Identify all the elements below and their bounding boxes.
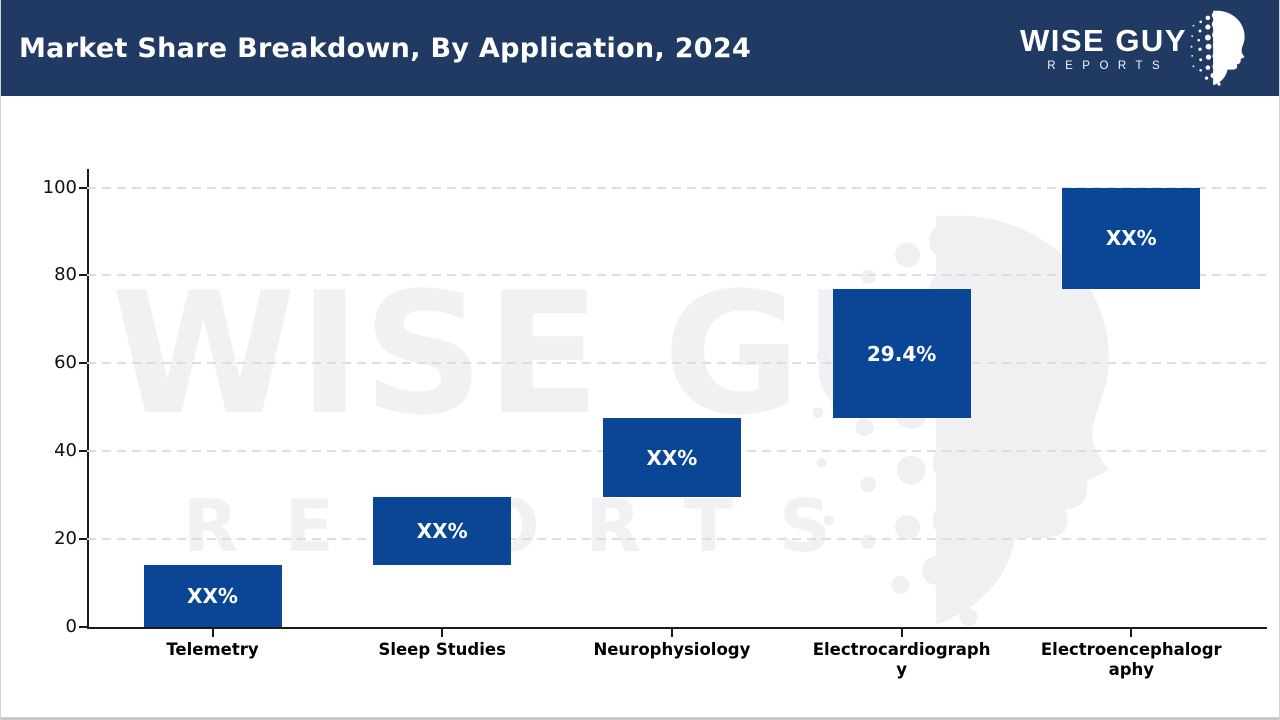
x-category-label-electroencephalography: Electroencephalogr aphy (1016, 640, 1246, 680)
brand-subtitle: REPORTS (1047, 59, 1170, 72)
brand-text: WISE GUY REPORTS (1019, 22, 1187, 72)
x-label-line: Telemetry (166, 640, 259, 659)
x-label-line: Electrocardiograph (812, 640, 991, 659)
bar-value-label-electrocardiography: 29.4% (866, 341, 937, 366)
y-tick-40 (79, 450, 87, 453)
x-category-label-electrocardiography: Electrocardiograph y (787, 640, 1017, 680)
y-tick-label-60: 60 (54, 352, 77, 374)
x-tick-sleep-studies (441, 629, 444, 637)
x-label-line: Electroencephalogr (1040, 640, 1222, 659)
bar-electroencephalography: XX% (1062, 187, 1201, 290)
y-tick-0 (79, 626, 87, 628)
bar-neurophysiology: XX% (602, 418, 741, 498)
x-tick-telemetry (211, 629, 214, 637)
header-bar: Market Share Breakdown, By Application, … (1, 0, 1279, 96)
y-tick-60 (79, 362, 87, 365)
gridline-20 (87, 538, 1267, 541)
y-tick-80 (79, 274, 87, 277)
x-tick-electrocardiography (900, 629, 903, 637)
x-label-line: Neurophysiology (593, 640, 751, 659)
y-tick-label-0: 0 (65, 616, 77, 637)
x-category-label-telemetry: Telemetry (98, 640, 328, 660)
page-title: Market Share Breakdown, By Application, … (19, 32, 752, 64)
page-bottom-border (1, 717, 1279, 720)
bar-value-label-neurophysiology: XX% (646, 445, 698, 470)
bar-value-label-telemetry: XX% (187, 584, 238, 609)
x-axis-line (87, 627, 1267, 629)
x-category-label-sleep-studies: Sleep Studies (327, 640, 557, 660)
x-label-line: Sleep Studies (378, 640, 506, 659)
x-label-line: y (896, 660, 907, 679)
bar-value-label-sleep-studies: XX% (416, 519, 468, 544)
bar-sleep-studies: XX% (373, 497, 512, 566)
y-tick-label-40: 40 (54, 440, 77, 462)
bar-value-label-electroencephalography: XX% (1105, 226, 1157, 251)
y-tick-label-20: 20 (54, 528, 77, 550)
bar-electrocardiography: 29.4% (832, 289, 971, 419)
bar-telemetry: XX% (143, 565, 282, 627)
x-category-label-neurophysiology: Neurophysiology (557, 640, 787, 660)
y-tick-label-100: 100 (42, 176, 77, 198)
gridline-80 (87, 274, 1267, 277)
y-tick-label-80: 80 (54, 264, 77, 286)
brand-logo: WISE GUY REPORTS (1020, 8, 1255, 88)
y-tick-100 (79, 186, 87, 189)
y-tick-20 (79, 538, 87, 541)
x-tick-electroencephalography (1130, 629, 1133, 637)
gridline-100 (87, 186, 1267, 189)
x-label-line: aphy (1108, 660, 1155, 679)
x-tick-neurophysiology (670, 629, 673, 637)
brand-name: WISE GUY (1019, 22, 1187, 58)
y-axis-line (87, 169, 89, 629)
gridline-60 (87, 362, 1267, 365)
